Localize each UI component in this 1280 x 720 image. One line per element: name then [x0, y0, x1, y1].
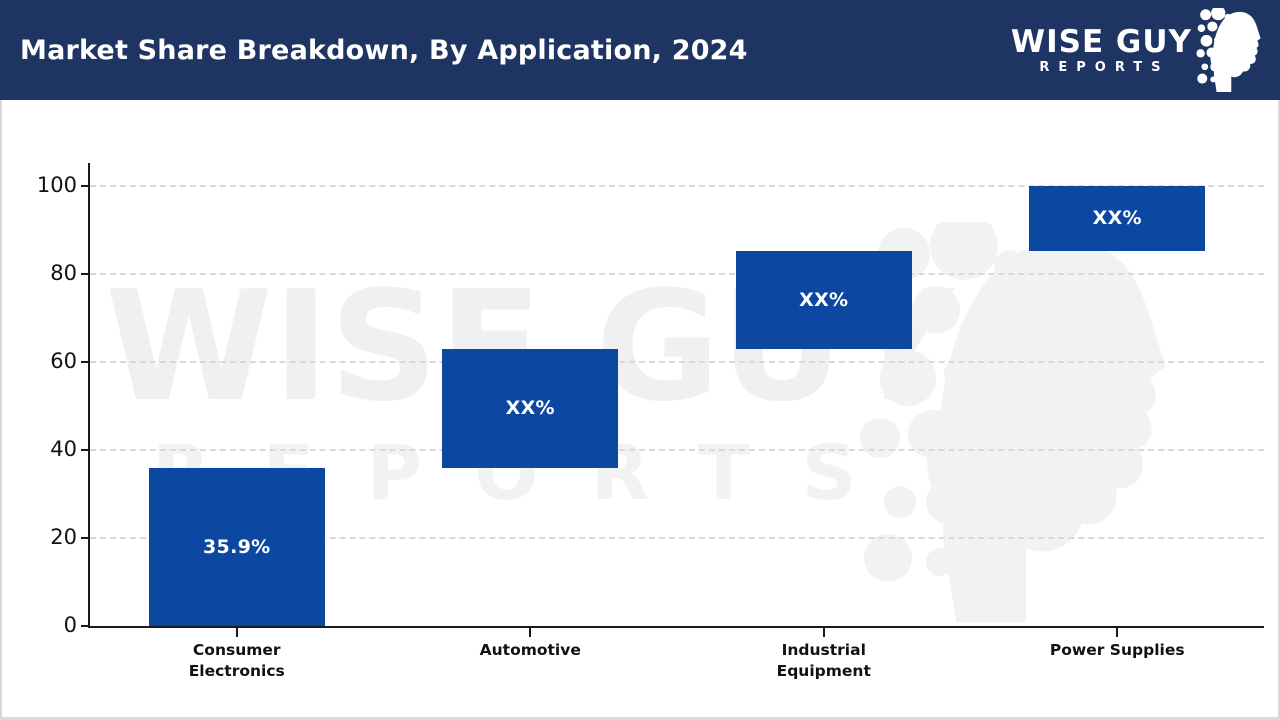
y-tick-mark-0 — [81, 625, 89, 627]
y-tick-mark-20 — [81, 537, 89, 539]
y-tick-mark-100 — [81, 185, 89, 187]
y-tick-label-60: 60 — [50, 349, 77, 373]
bar-value-label: 35.9% — [203, 536, 271, 558]
x-tick-mark-power-supplies — [1116, 628, 1119, 637]
x-tick-mark-industrial-equipment — [822, 628, 825, 637]
gridline-100 — [90, 185, 1264, 187]
y-tick-label-0: 0 — [63, 613, 77, 637]
y-tick-mark-60 — [81, 361, 89, 363]
x-tick-mark-automotive — [529, 628, 532, 637]
y-axis-line — [88, 163, 90, 628]
bar-consumer-electronics: 35.9% — [148, 468, 325, 626]
x-tick-label-automotive: Automotive — [479, 641, 581, 659]
logo-wordmark: WISE GUY — [1010, 23, 1192, 60]
gridline-80 — [90, 273, 1264, 275]
bar-power-supplies: XX% — [1029, 186, 1206, 251]
x-axis-line — [88, 626, 1264, 628]
y-tick-label-100: 100 — [36, 173, 77, 197]
bar-industrial-equipment: XX% — [735, 250, 912, 349]
bar-automotive: XX% — [442, 348, 619, 469]
gridline-40 — [90, 449, 1264, 451]
header-bar: Market Share Breakdown, By Application, … — [0, 0, 1280, 100]
y-tick-label-20: 20 — [50, 525, 77, 549]
x-tick-label-consumer-electronics: Consumer Electronics — [188, 641, 285, 680]
x-tick-mark-consumer-electronics — [235, 628, 238, 637]
logo-text: WISE GUY REPORTS — [1011, 26, 1192, 75]
bar-value-label: XX% — [799, 288, 849, 311]
wiseguy-logo: WISE GUY REPORTS — [1011, 8, 1266, 92]
y-tick-mark-40 — [81, 449, 89, 451]
x-tick-label-industrial-equipment: Industrial Equipment — [776, 641, 871, 680]
y-tick-label-40: 40 — [50, 437, 77, 461]
logo-subtitle: REPORTS — [1039, 59, 1170, 75]
chart-title: Market Share Breakdown, By Application, … — [20, 34, 748, 66]
gridline-60 — [90, 361, 1264, 363]
bar-value-label: XX% — [505, 397, 555, 420]
logo-face-icon — [1196, 8, 1261, 92]
gridline-20 — [90, 537, 1264, 539]
y-tick-mark-80 — [81, 273, 89, 275]
y-tick-label-80: 80 — [50, 261, 77, 285]
bar-value-label: XX% — [1092, 207, 1142, 230]
x-tick-label-power-supplies: Power Supplies — [1049, 641, 1185, 659]
